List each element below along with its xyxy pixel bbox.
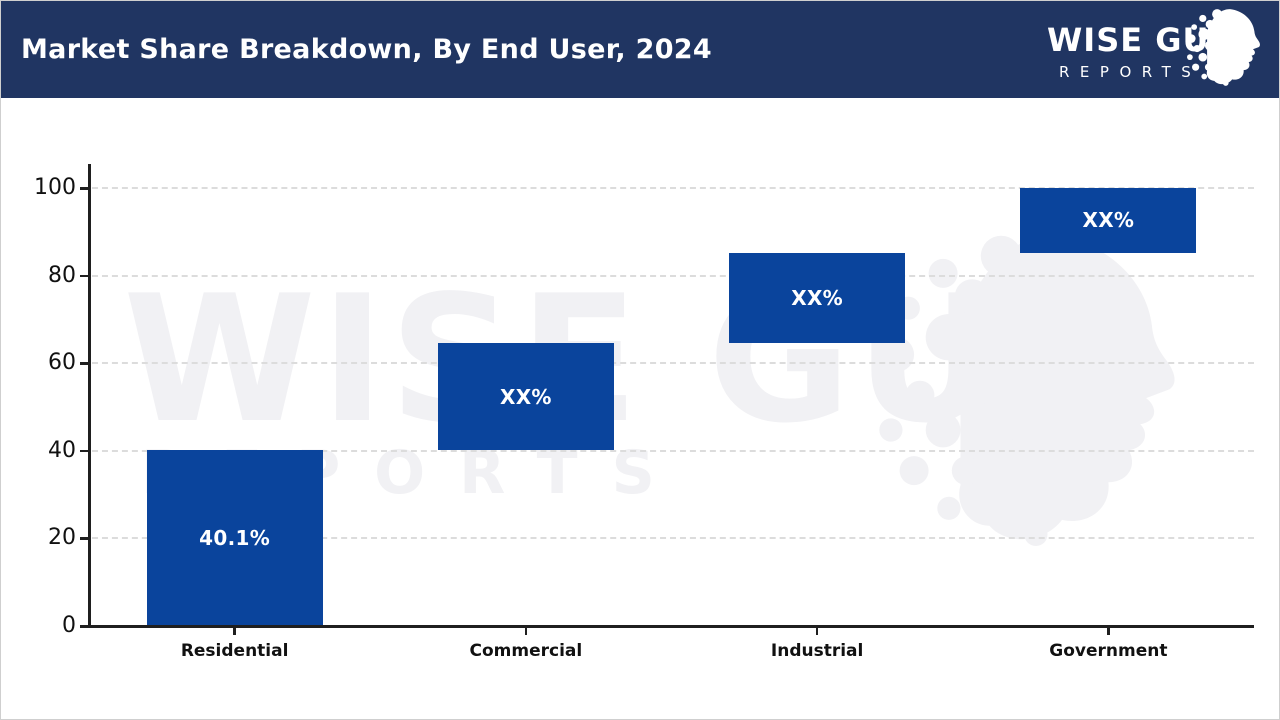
y-tick-mark xyxy=(80,187,89,190)
y-tick-mark xyxy=(80,274,89,278)
logo-subtitle: REPORTS xyxy=(1059,63,1202,81)
x-axis-spine xyxy=(88,624,1254,628)
gridline xyxy=(92,187,1254,189)
bar-value-label: 40.1% xyxy=(199,526,271,551)
watermark-head-icon xyxy=(879,235,1175,546)
wiseguy-logo: WISE GUY REPORTS xyxy=(1021,5,1271,95)
bar-residential: 40.1% xyxy=(146,450,323,626)
y-tick-label: 60 xyxy=(48,350,76,376)
page-title: Market Share Breakdown, By End User, 202… xyxy=(21,34,712,65)
bar-commercial: XX% xyxy=(437,343,614,451)
logo-head-icon xyxy=(1187,9,1260,86)
y-tick-label: 40 xyxy=(48,437,76,463)
gridline xyxy=(92,537,1254,540)
y-tick-mark xyxy=(80,449,89,453)
x-tick-mark xyxy=(233,626,236,635)
y-tick-label: 80 xyxy=(48,262,76,288)
bar-industrial: XX% xyxy=(729,252,906,344)
y-tick-label: 100 xyxy=(34,175,76,200)
x-tick-mark xyxy=(1107,626,1110,635)
bar-value-label: XX% xyxy=(499,384,552,409)
bar-value-label: XX% xyxy=(791,286,844,311)
y-axis-spine xyxy=(88,164,91,627)
gridline xyxy=(92,362,1254,365)
gridline xyxy=(92,449,1254,452)
bar-value-label: XX% xyxy=(1082,208,1135,233)
header: Market Share Breakdown, By End User, 202… xyxy=(1,1,1279,98)
gridline xyxy=(92,274,1254,277)
x-category-label: Government xyxy=(1049,641,1168,661)
logo-wordmark: WISE GUY xyxy=(1047,21,1234,59)
x-tick-mark xyxy=(524,626,528,635)
x-category-label: Industrial xyxy=(770,641,864,661)
x-category-label: Residential xyxy=(180,641,289,661)
y-tick-mark xyxy=(80,362,89,365)
x-tick-mark xyxy=(815,626,819,635)
x-category-label: Commercial xyxy=(469,641,583,661)
y-tick-label: 20 xyxy=(48,525,76,551)
bar-government: XX% xyxy=(1020,188,1197,253)
y-tick-label: 0 xyxy=(62,613,76,638)
y-tick-mark xyxy=(80,625,89,628)
y-tick-mark xyxy=(80,537,89,540)
